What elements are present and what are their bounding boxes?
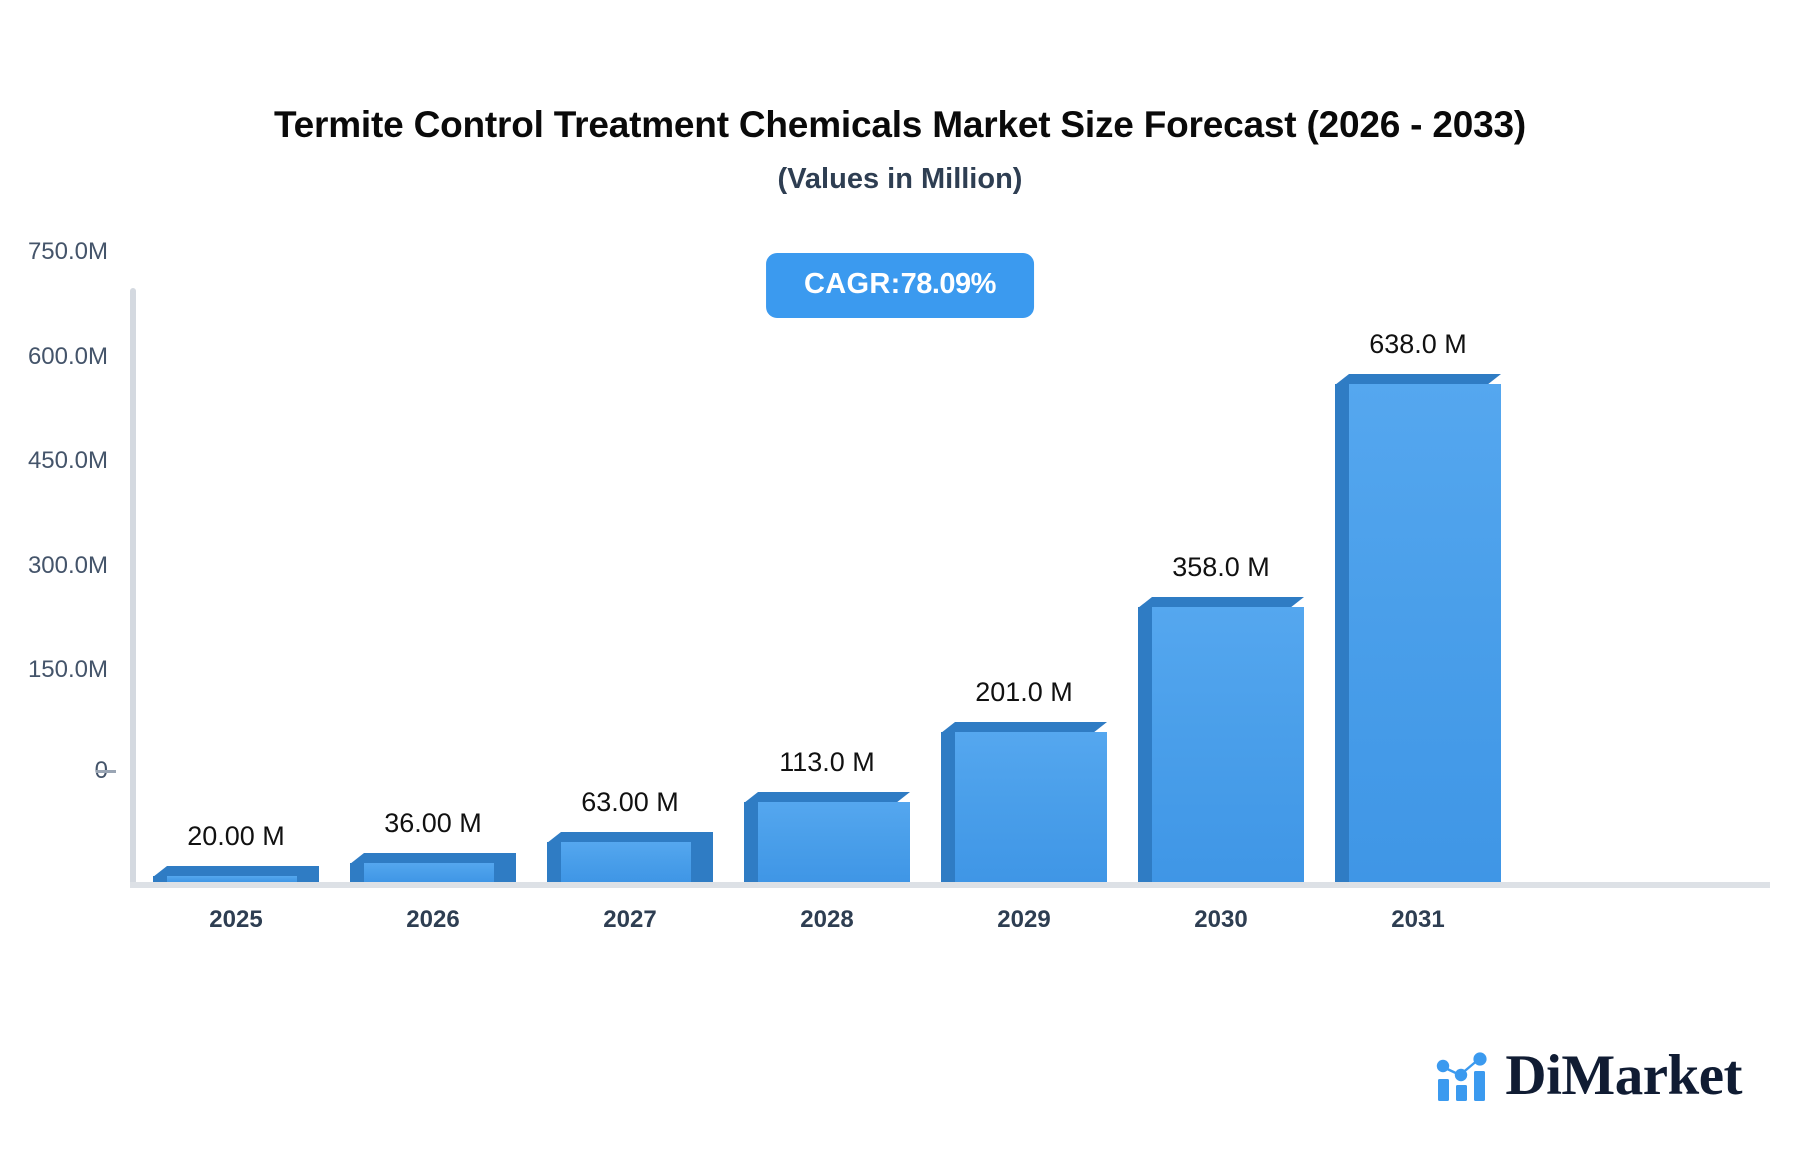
y-axis-tick-label: 150.0M [27,656,108,683]
chart-plot-area: 20.00 M 36.00 M 63.00 M 113.0 M [130,288,1770,888]
bar-right-face [691,842,713,882]
bar-body [1138,597,1304,882]
bar-front-face [364,863,494,882]
x-axis-tick-2025: 2025 [209,906,263,933]
brand-logo: DiMarket [1435,1047,1742,1104]
bar-value-label: 358.0 M [1172,552,1270,582]
y-axis-tick-label: 0 [0,757,108,785]
bar-front-face [1349,384,1501,882]
bar-value-label: 20.00 M [187,821,285,851]
bar-value-label: 113.0 M [779,747,875,777]
x-axis-tick-2031: 2031 [1391,906,1445,933]
bar-body [153,866,319,882]
bar-2025[interactable]: 20.00 M [153,821,319,882]
bar-side-face [1335,384,1350,882]
page-title: Termite Control Treatment Chemicals Mark… [273,104,1526,145]
bar-front-face [758,802,910,882]
x-axis-tick-2029: 2029 [997,906,1051,933]
chart-subtitle: (Values in Million) [777,163,1023,195]
bar-value-label: 201.0 M [975,677,1073,707]
y-axis-tick-label: 300.0M [27,552,108,579]
bar-body [1335,374,1501,882]
x-axis-line [130,882,1770,888]
bar-2030[interactable]: 358.0 M [1138,552,1304,882]
bar-front-face [561,842,691,882]
bar-value-label: 36.00 M [384,808,482,838]
bar-body [350,853,516,882]
brand-name: DiMarket [1505,1044,1742,1107]
bar-front-face [167,876,297,882]
bar-2027[interactable]: 63.00 M [547,787,713,882]
bar-body [941,722,1107,882]
bar-2031[interactable]: 638.0 M [1335,329,1501,882]
bar-top-face [350,853,516,864]
bar-top-face [1138,597,1304,608]
x-axis-tick-2028: 2028 [800,906,854,933]
bar-value-label: 63.00 M [581,787,679,817]
x-axis-tick-2030: 2030 [1194,906,1248,933]
cagr-badge: CAGR:78.09% [766,253,1034,318]
bar-2029[interactable]: 201.0 M [941,677,1107,882]
bar-top-face [744,792,910,803]
bar-front-face [955,732,1107,882]
bar-top-face [941,722,1107,733]
bar-top-face [153,866,319,877]
bar-front-face [1152,607,1304,882]
bar-value-label: 638.0 M [1369,329,1467,359]
bar-body [547,832,713,882]
bar-side-face [350,863,365,882]
cagr-label: CAGR: [804,268,901,300]
x-axis-tick-2026: 2026 [406,906,460,933]
bar-2028[interactable]: 113.0 M [744,747,910,882]
bar-side-face [941,732,956,882]
cagr-value: 78.09% [900,268,997,300]
x-axis-tick-2027: 2027 [603,906,657,933]
bar-body [744,792,910,882]
bar-right-face [297,876,319,882]
bar-2026[interactable]: 36.00 M [350,808,516,882]
y-axis-zero-tick-mark [96,770,116,773]
bar-top-face [547,832,713,843]
bar-side-face [744,802,759,882]
bar-right-face [494,863,516,882]
y-axis-line [130,288,136,888]
bar-side-face [547,842,562,882]
y-axis-tick-label: 450.0M [27,447,108,474]
y-axis-tick-label: 600.0M [27,343,108,370]
bar-top-face [1335,374,1501,385]
bar-side-face [153,876,168,882]
bar-chart-icon [1437,1051,1488,1101]
y-axis-tick-label: 750.0M [27,238,108,265]
bar-side-face [1138,607,1153,882]
